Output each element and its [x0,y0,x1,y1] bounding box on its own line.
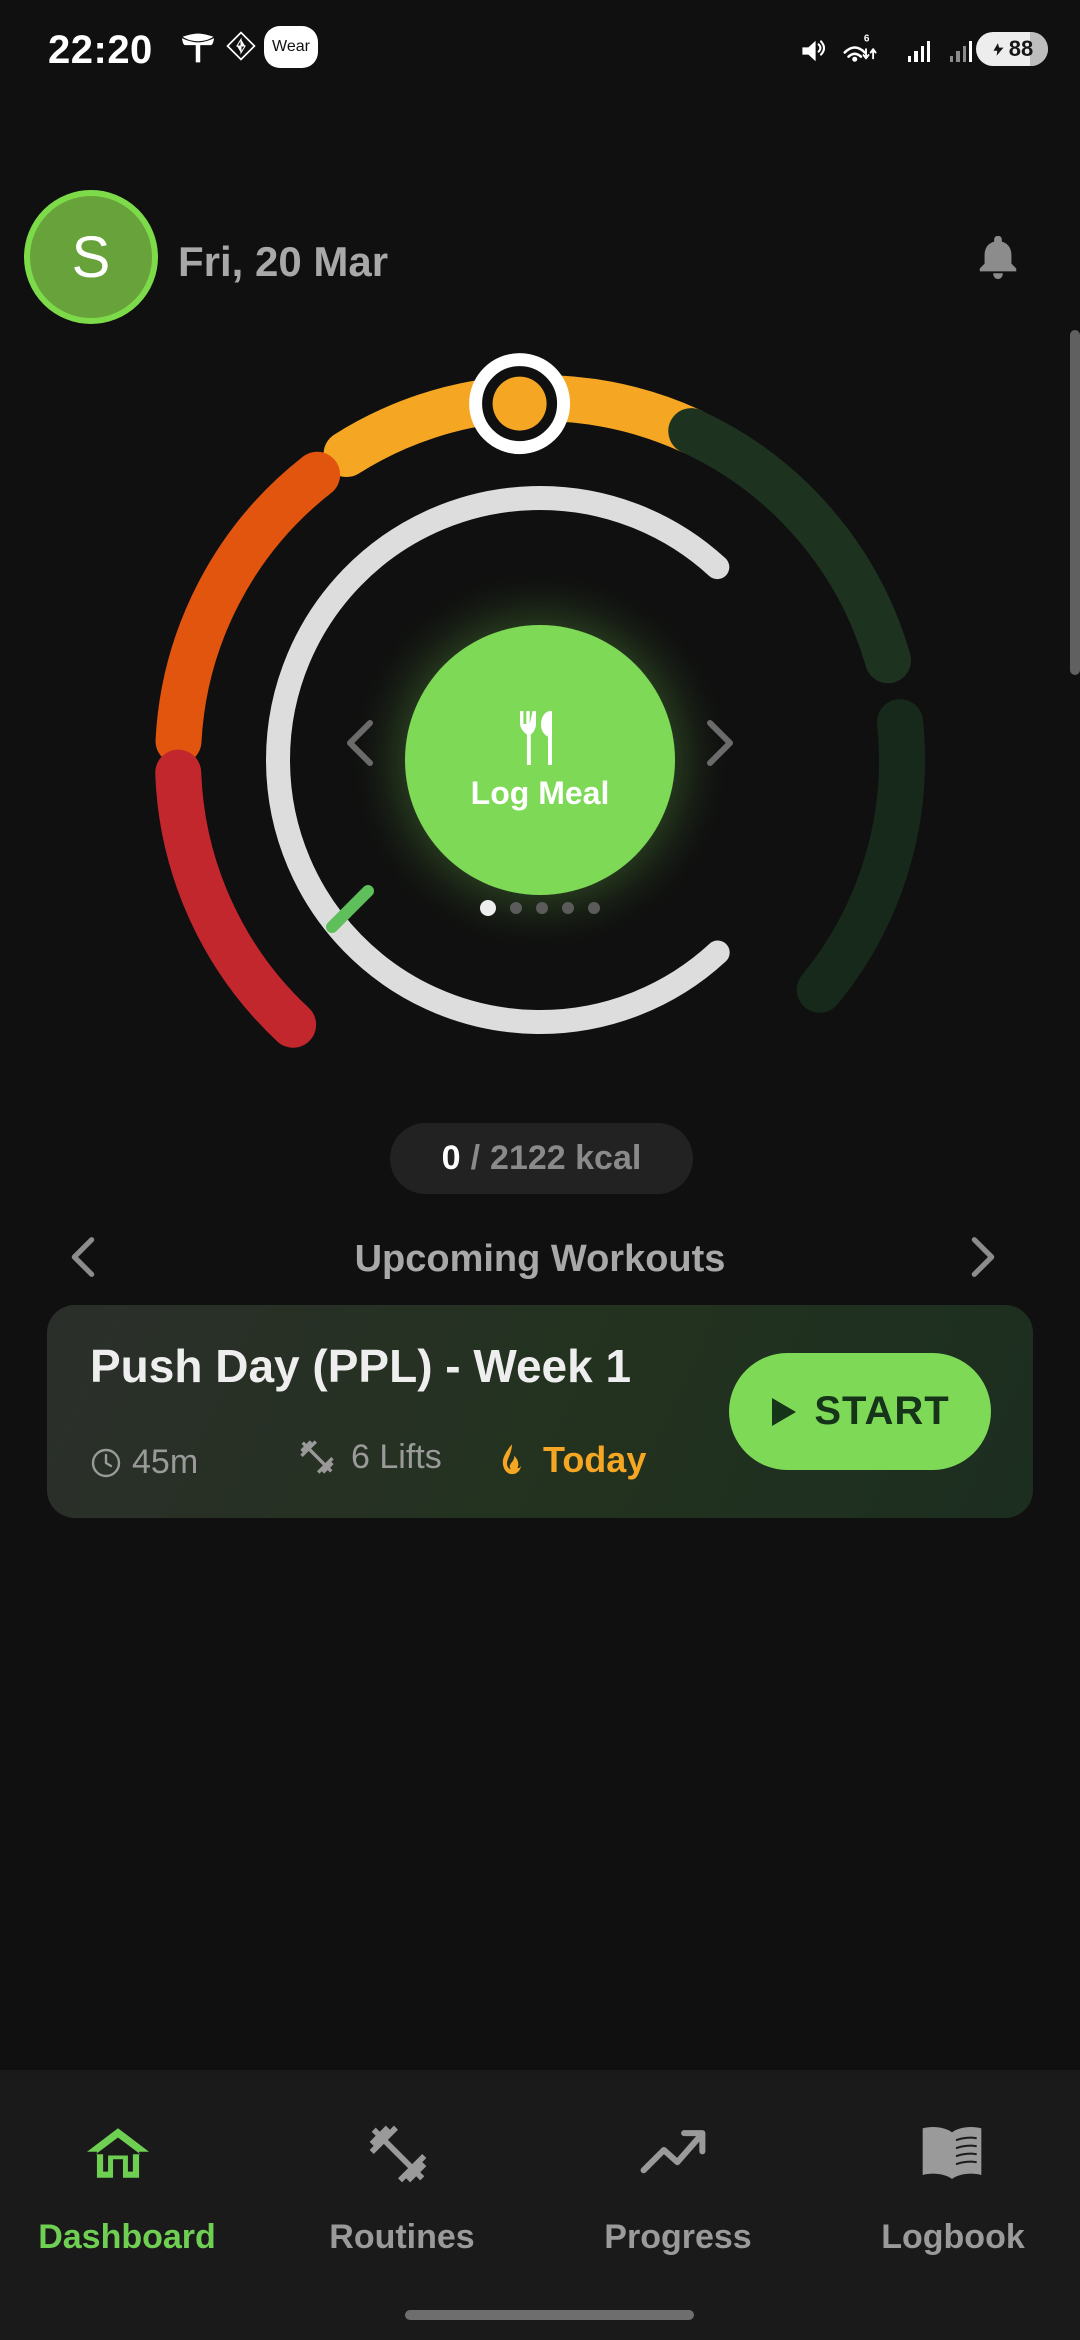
svg-text:6: 6 [864,34,870,45]
